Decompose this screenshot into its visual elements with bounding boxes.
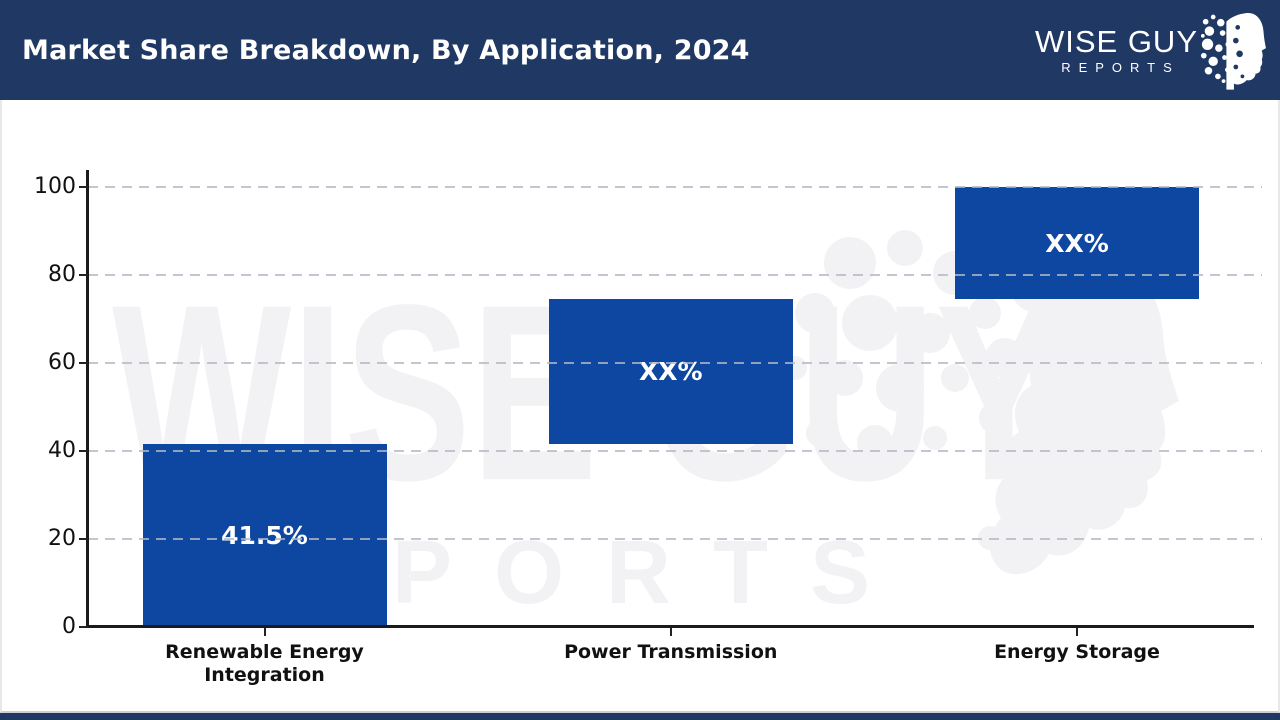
gridline	[88, 186, 1262, 188]
y-tick-label: 40	[48, 438, 76, 463]
gridline	[88, 362, 1262, 364]
y-tick-label: 0	[62, 614, 76, 639]
x-category-label: Renewable Energy Integration	[165, 641, 364, 686]
y-tick-mark	[79, 538, 88, 540]
y-tick-mark	[79, 186, 88, 188]
y-tick-label: 100	[34, 174, 76, 199]
y-axis-line	[86, 170, 89, 628]
x-axis-line	[86, 625, 1254, 628]
bar-value-label: XX%	[1045, 228, 1109, 258]
x-tick-mark	[1076, 628, 1078, 636]
logo-face-icon	[1200, 12, 1266, 90]
page-title: Market Share Breakdown, By Application, …	[22, 34, 750, 66]
gridline	[88, 538, 1262, 540]
footer-bar	[0, 713, 1280, 720]
logo-subtext: REPORTS	[1061, 60, 1180, 75]
x-tick-mark	[669, 628, 672, 636]
x-category-label: Energy Storage	[994, 641, 1160, 663]
y-tick-label: 60	[48, 350, 76, 375]
header-banner: Market Share Breakdown, By Application, …	[0, 0, 1280, 100]
bar: XX%	[548, 299, 793, 445]
y-tick-mark	[79, 450, 88, 452]
x-category-label: Power Transmission	[564, 641, 778, 663]
gridline	[88, 274, 1262, 276]
gridline	[88, 450, 1262, 452]
y-tick-label: 80	[48, 262, 76, 287]
logo-text: WISE GUY REPORTS	[1034, 24, 1198, 76]
bar-value-label: 41.5%	[221, 521, 308, 551]
x-tick-mark	[263, 628, 266, 636]
y-tick-mark	[79, 362, 88, 364]
y-tick-mark	[79, 274, 88, 276]
wise-guy-reports-logo: WISE GUY REPORTS	[1035, 8, 1266, 92]
y-tick-label: 20	[48, 526, 76, 551]
logo-wordmark: WISE GUY	[1034, 24, 1198, 59]
bar: XX%	[955, 187, 1199, 300]
y-tick-mark	[79, 626, 88, 628]
bar: 41.5%	[142, 444, 387, 627]
